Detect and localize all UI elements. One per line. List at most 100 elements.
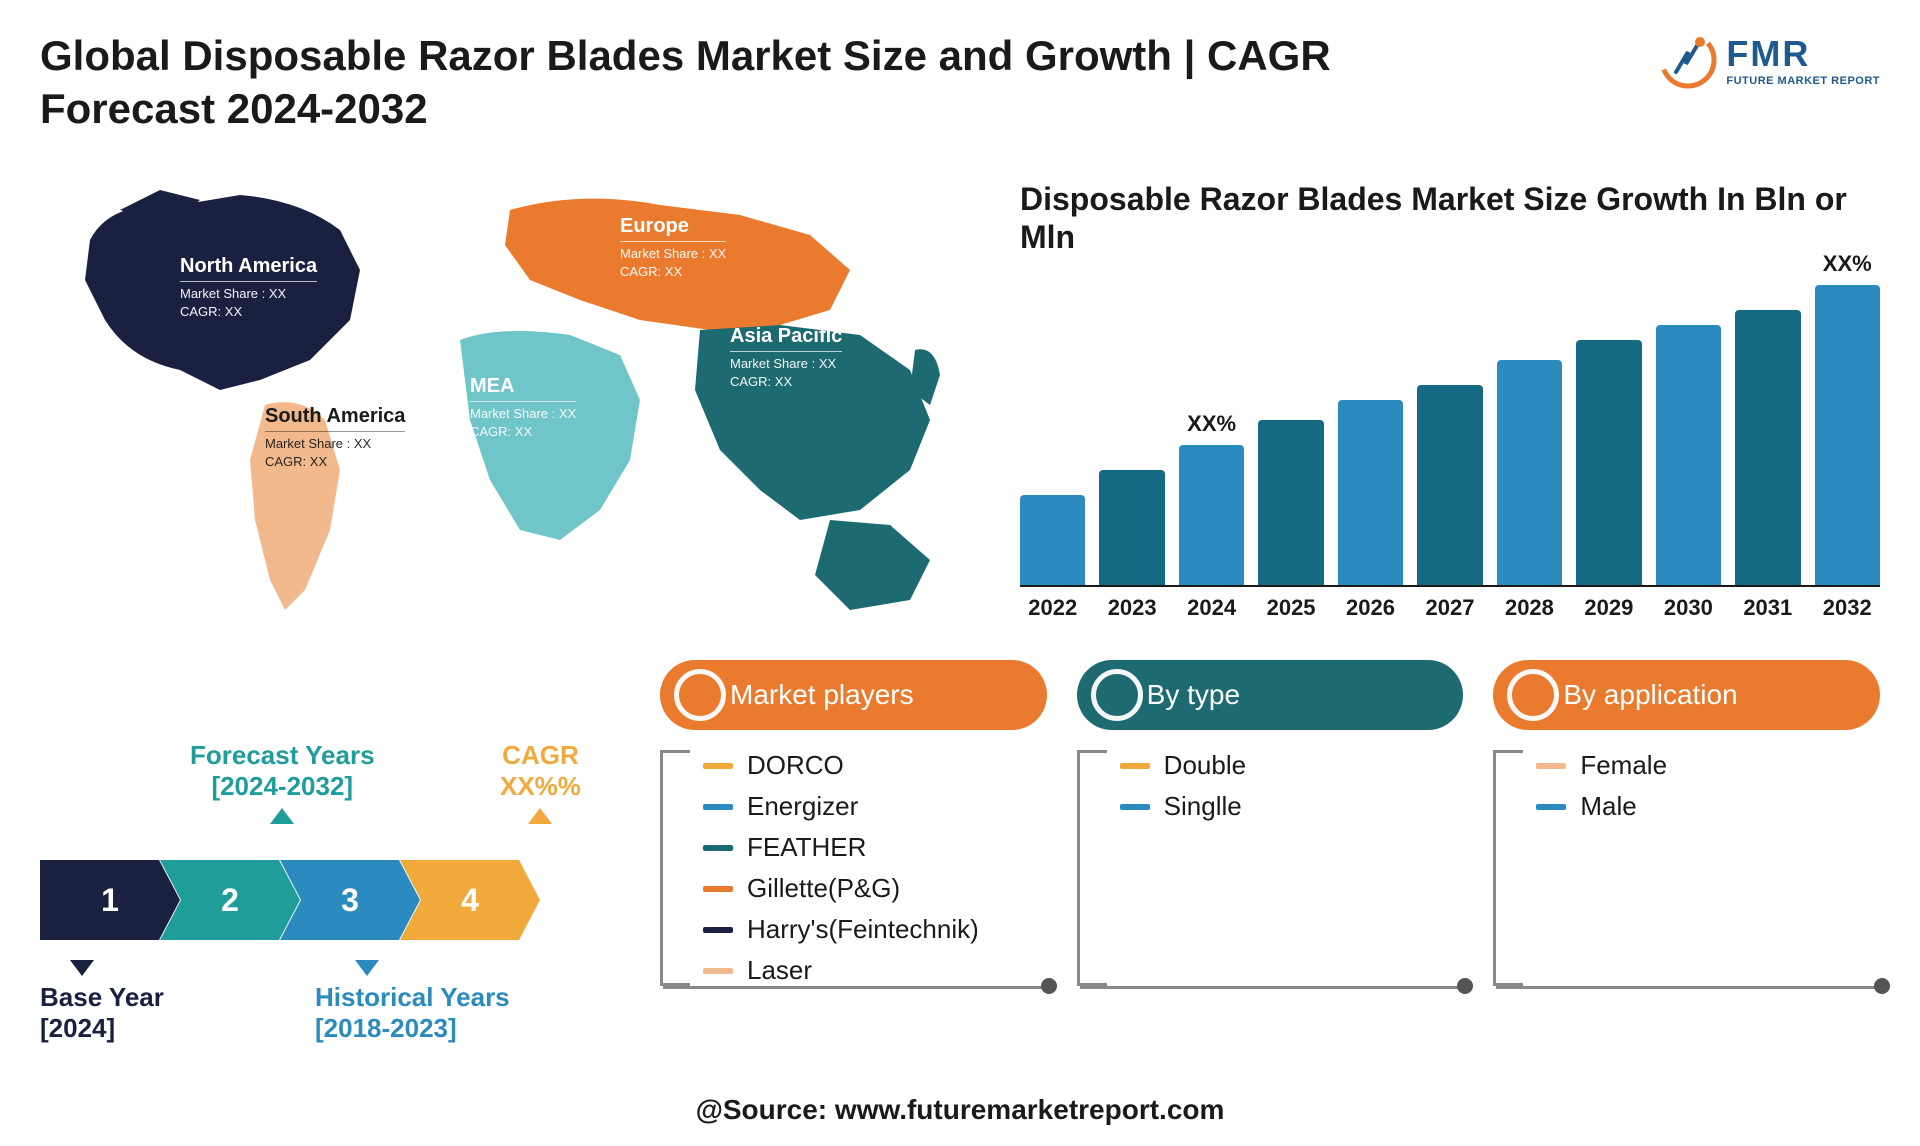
chart-title: Disposable Razor Blades Market Size Grow…: [1020, 180, 1880, 257]
timeline-segment: 2: [160, 860, 300, 940]
list-by-type: DoubleSinglle....: [1077, 750, 1464, 986]
list-item: Laser: [703, 955, 1047, 986]
header: Global Disposable Razor Blades Market Si…: [40, 30, 1880, 135]
bar-annotation: XX%: [1823, 251, 1872, 277]
timeline-bar: 1234: [40, 860, 540, 940]
list-item-label: Singlle: [1164, 791, 1242, 822]
pill-by-type: By type: [1077, 660, 1464, 730]
bar: 2024XX%: [1179, 445, 1244, 585]
timeline-annotations: Forecast Years [2024-2032] CAGR XX%% 123…: [40, 720, 640, 1080]
list-item: Singlle: [1120, 791, 1464, 822]
pill-by-application: By application: [1493, 660, 1880, 730]
pill-market-players: Market players: [660, 660, 1047, 730]
list-item: Male: [1536, 791, 1880, 822]
label-europe: Europe Market Share : XX CAGR: XX: [620, 215, 726, 281]
bar-year-label: 2023: [1108, 595, 1157, 621]
swatch-icon: [1120, 763, 1150, 769]
bar-rect: [1656, 325, 1721, 585]
list-item-label: Harry's(Feintechnik): [747, 914, 979, 945]
swatch-icon: [1120, 804, 1150, 810]
bar-year-label: 2026: [1346, 595, 1395, 621]
logo-main: FMR: [1726, 33, 1880, 75]
list-item: Double: [1120, 750, 1464, 781]
bar-year-label: 2031: [1743, 595, 1792, 621]
col-market-players: Market players DORCO Energizer FEATHER Gill…: [660, 660, 1047, 996]
list-by-application: FemaleMale....: [1493, 750, 1880, 986]
ann-base-year: Base Year [2024]: [40, 960, 164, 1044]
swatch-icon: [703, 804, 733, 810]
ann-forecast: Forecast Years [2024-2032]: [190, 740, 375, 824]
bar-year-label: 2027: [1426, 595, 1475, 621]
arrow-up-icon: [528, 808, 552, 824]
list-item-label: Energizer: [747, 791, 858, 822]
bar-rect: [1417, 385, 1482, 585]
list-item-label: Female: [1580, 750, 1667, 781]
bar: 2031: [1735, 310, 1800, 585]
list-item-label: Laser: [747, 955, 812, 986]
bar-year-label: 2032: [1823, 595, 1872, 621]
swatch-icon: [703, 763, 733, 769]
bar: 2023: [1099, 470, 1164, 585]
list-market-players: DORCO Energizer FEATHER Gillette(P&G) Harry'…: [660, 750, 1047, 986]
bar-year-label: 2028: [1505, 595, 1554, 621]
logo-text: FMR FUTURE MARKET REPORT: [1726, 33, 1880, 87]
bar: 2026: [1338, 400, 1403, 585]
list-item: Harry's(Feintechnik): [703, 914, 1047, 945]
ann-cagr: CAGR XX%%: [500, 740, 581, 824]
bar-rect: [1099, 470, 1164, 585]
arrow-down-icon: [70, 960, 94, 976]
label-asia-pacific: Asia Pacific Market Share : XX CAGR: XX: [730, 325, 842, 391]
bar: 2027: [1417, 385, 1482, 585]
timeline-segment: 3: [280, 860, 420, 940]
bar-rect: [1338, 400, 1403, 585]
bar-rect: [1735, 310, 1800, 585]
swatch-icon: [703, 886, 733, 892]
list-item-label: Male: [1580, 791, 1636, 822]
swatch-icon: [1536, 804, 1566, 810]
col-by-application: By application FemaleMale....: [1493, 660, 1880, 996]
bar: 2025: [1258, 420, 1323, 585]
swatch-icon: [703, 845, 733, 851]
bar-year-label: 2029: [1584, 595, 1633, 621]
bar-rect: [1815, 285, 1880, 585]
arrow-up-icon: [270, 808, 294, 824]
bar-rect: [1576, 340, 1641, 585]
footer-source: @Source: www.futuremarketreport.com: [0, 1094, 1920, 1126]
list-item: Female: [1536, 750, 1880, 781]
ann-historical: Historical Years [2018-2023]: [315, 960, 510, 1044]
bar-year-label: 2025: [1267, 595, 1316, 621]
label-south-america: South America Market Share : XX CAGR: XX: [265, 405, 405, 471]
swatch-icon: [703, 927, 733, 933]
world-map: North America Market Share : XX CAGR: XX…: [60, 180, 960, 620]
bar-rect: [1179, 445, 1244, 585]
bar-chart: Disposable Razor Blades Market Size Grow…: [1020, 180, 1880, 620]
list-item: Energizer: [703, 791, 1047, 822]
list-item: Gillette(P&G): [703, 873, 1047, 904]
list-item-label: Double: [1164, 750, 1246, 781]
list-item-label: FEATHER: [747, 832, 866, 863]
chart-bars: 202220232024XX%2025202620272028202920302…: [1020, 277, 1880, 587]
timeline-segment: 4: [400, 860, 540, 940]
swatch-icon: [1536, 763, 1566, 769]
col-by-type: By type DoubleSinglle....: [1077, 660, 1464, 996]
list-item: FEATHER: [703, 832, 1047, 863]
list-item: DORCO: [703, 750, 1047, 781]
bar-year-label: 2024: [1187, 595, 1236, 621]
list-item-label: DORCO: [747, 750, 844, 781]
timeline: Forecast Years [2024-2032] CAGR XX%% 123…: [40, 720, 640, 1080]
categories: Market players DORCO Energizer FEATHER Gill…: [660, 660, 1880, 996]
bar-rect: [1497, 360, 1562, 585]
page-title: Global Disposable Razor Blades Market Si…: [40, 30, 1440, 135]
bar-year-label: 2030: [1664, 595, 1713, 621]
logo: FMR FUTURE MARKET REPORT: [1658, 30, 1880, 90]
label-north-america: North America Market Share : XX CAGR: XX: [180, 255, 317, 321]
bar: 2032XX%: [1815, 285, 1880, 585]
arrow-down-icon: [355, 960, 379, 976]
bar-annotation: XX%: [1187, 411, 1236, 437]
logo-icon: [1658, 30, 1718, 90]
logo-sub: FUTURE MARKET REPORT: [1726, 75, 1880, 87]
timeline-segment: 1: [40, 860, 180, 940]
swatch-icon: [703, 968, 733, 974]
bar-rect: [1020, 495, 1085, 585]
bar-rect: [1258, 420, 1323, 585]
